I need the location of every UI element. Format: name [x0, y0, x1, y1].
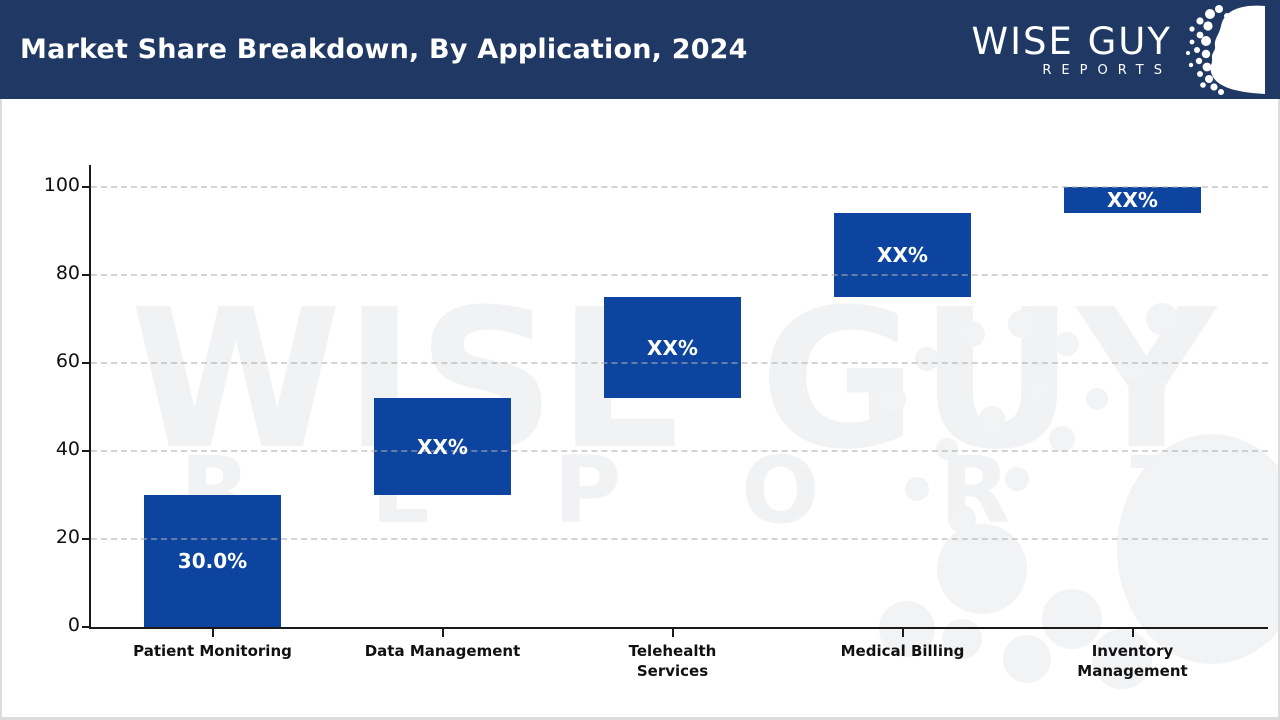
- y-tick-label: 100: [43, 174, 80, 196]
- y-tick-label: 80: [55, 262, 80, 284]
- y-tick-mark: [82, 362, 91, 364]
- x-category-label: Telehealth Services: [628, 642, 717, 681]
- brand-subname: REPORTS: [1042, 62, 1172, 78]
- y-tick-mark: [82, 274, 91, 276]
- bar-data-management: [374, 398, 511, 495]
- gridline-100: [91, 186, 1268, 188]
- y-tick-label: 0: [67, 614, 80, 636]
- watermark-text-reports: R E P O R T S: [180, 437, 1278, 544]
- gridline-20: [91, 538, 1268, 540]
- y-tick-mark: [82, 450, 91, 452]
- bar-value-label: XX%: [877, 243, 928, 268]
- x-category-label: Data Management: [364, 642, 521, 660]
- x-tick-mark: [211, 628, 214, 637]
- dotted-head-logo-icon: [1186, 4, 1265, 95]
- y-tick-label: 40: [55, 438, 80, 460]
- chart-plot-area: WISE GUY R E P O R T S 02040608010030.0%…: [0, 99, 1280, 720]
- brand-logo-text: WISE GUY REPORTS: [972, 23, 1172, 77]
- bar-value-label: XX%: [417, 434, 468, 459]
- y-tick-mark: [82, 538, 91, 540]
- header-bar: Market Share Breakdown, By Application, …: [0, 0, 1280, 99]
- x-tick-mark: [671, 628, 674, 637]
- brand-logo: WISE GUY REPORTS: [972, 4, 1266, 96]
- y-axis-line: [89, 165, 91, 629]
- bar-value-label: XX%: [647, 335, 698, 360]
- x-category-label: Medical Billing: [840, 642, 965, 660]
- watermark-dotted-head: [878, 303, 1278, 689]
- brand-name: WISE GUY: [971, 19, 1172, 63]
- gridline-80: [91, 274, 1268, 276]
- page-title: Market Share Breakdown, By Application, …: [20, 34, 748, 65]
- bar-telehealth-services: [604, 297, 741, 399]
- x-category-label: Inventory Management: [1077, 642, 1188, 681]
- gridline-60: [91, 362, 1268, 364]
- bar-value-label: 30.0%: [177, 549, 248, 573]
- bar-medical-billing: [834, 213, 971, 297]
- x-category-label: Patient Monitoring: [133, 642, 292, 660]
- bar-value-label: XX%: [1107, 188, 1158, 213]
- bar-inventory-management: [1064, 187, 1201, 214]
- y-tick-label: 20: [55, 526, 80, 548]
- x-tick-mark: [1131, 628, 1134, 637]
- y-tick-mark: [82, 626, 91, 628]
- y-tick-label: 60: [55, 350, 80, 372]
- gridline-40: [91, 450, 1268, 452]
- y-tick-mark: [82, 186, 91, 188]
- x-tick-mark: [441, 628, 444, 637]
- x-axis-line: [89, 627, 1268, 629]
- x-tick-mark: [901, 628, 904, 637]
- bar-patient-monitoring: [144, 495, 281, 627]
